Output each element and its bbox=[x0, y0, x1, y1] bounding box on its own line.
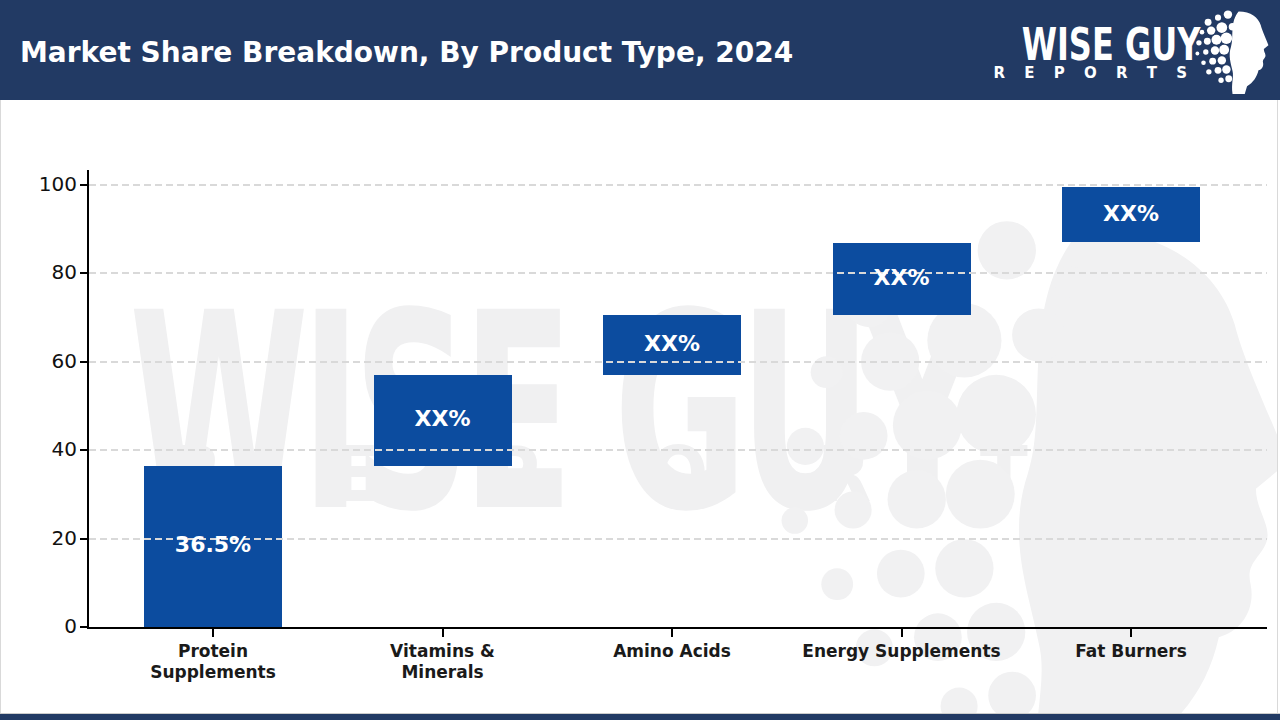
wise-guy-head-icon bbox=[1192, 10, 1270, 94]
bar-value-label: XX% bbox=[833, 265, 971, 290]
gridline bbox=[89, 449, 1267, 451]
y-axis-tick-label: 100 bbox=[1, 172, 77, 196]
x-category-label: Vitamins &Minerals bbox=[333, 641, 553, 683]
y-axis-tick-label: 80 bbox=[1, 260, 77, 284]
bar-value-label: XX% bbox=[603, 331, 741, 356]
x-axis-tick bbox=[212, 629, 214, 637]
y-axis-tick-label: 0 bbox=[1, 614, 77, 638]
bar-value-label: XX% bbox=[1062, 201, 1200, 226]
bar-value-label: 36.5% bbox=[144, 532, 282, 557]
logo-wordmark: WISE GUY bbox=[1021, 20, 1200, 71]
y-axis-tick bbox=[80, 626, 87, 628]
x-category-label: Amino Acids bbox=[562, 641, 782, 662]
y-axis-tick-label: 40 bbox=[1, 437, 77, 461]
y-axis-tick-label: 20 bbox=[1, 526, 77, 550]
logo-subtext: R E P O R T S bbox=[994, 64, 1194, 82]
y-axis-line bbox=[87, 170, 89, 629]
x-category-label: ProteinSupplements bbox=[103, 641, 323, 683]
x-category-label: Fat Burners bbox=[1021, 641, 1241, 662]
header-band: Market Share Breakdown, By Product Type,… bbox=[0, 0, 1280, 100]
bar-value-label: XX% bbox=[374, 406, 512, 431]
y-axis-tick bbox=[80, 272, 87, 274]
x-axis-tick bbox=[1130, 629, 1132, 637]
x-category-label: Energy Supplements bbox=[792, 641, 1012, 662]
x-axis-tick bbox=[442, 629, 444, 637]
gridline bbox=[89, 184, 1267, 186]
x-axis-tick bbox=[671, 629, 673, 637]
chart-area: WISE GUY R E P O R T S 02040608010036.5%… bbox=[0, 100, 1278, 713]
footer-band bbox=[0, 714, 1280, 720]
y-axis-tick bbox=[80, 184, 87, 186]
y-axis-tick bbox=[80, 538, 87, 540]
y-axis-tick bbox=[80, 449, 87, 451]
gridline bbox=[89, 361, 1267, 363]
y-axis-tick bbox=[80, 361, 87, 363]
x-axis-line bbox=[87, 627, 1267, 629]
y-axis-tick-label: 60 bbox=[1, 349, 77, 373]
wise-guy-logo: WISE GUY R E P O R T S bbox=[1022, 4, 1272, 96]
page-title: Market Share Breakdown, By Product Type,… bbox=[20, 36, 793, 69]
x-axis-tick bbox=[901, 629, 903, 637]
gridline bbox=[89, 272, 1267, 274]
figure-frame: Market Share Breakdown, By Product Type,… bbox=[0, 0, 1280, 720]
